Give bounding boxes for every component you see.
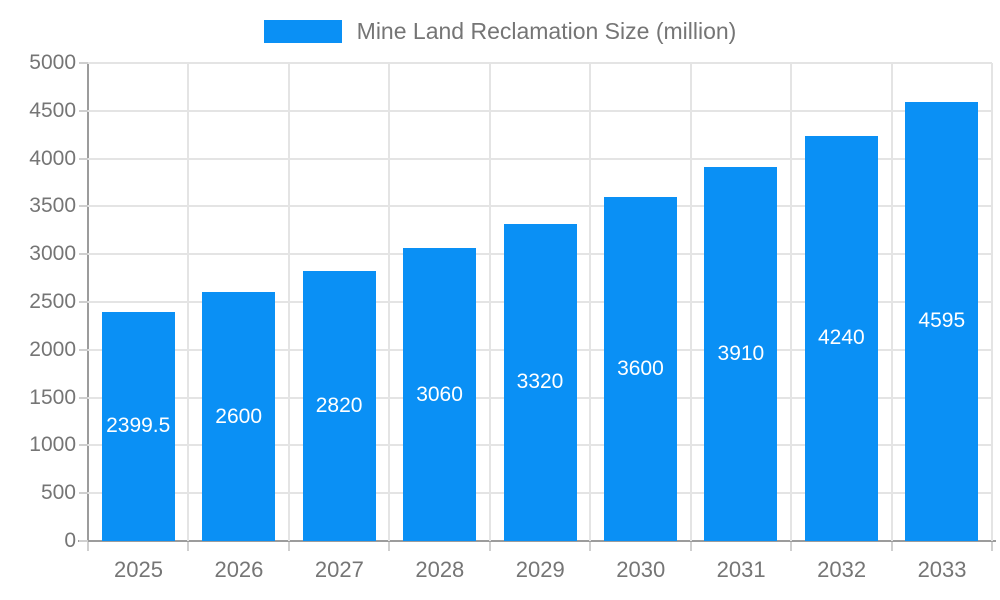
y-axis-tick-0 (79, 540, 88, 542)
x-axis-tick-2 (287, 542, 290, 551)
x-tick-label-2030: 2030 (616, 557, 666, 582)
y-axis-tick-1000 (79, 444, 88, 447)
y-axis-tick-500 (79, 492, 88, 495)
bar-2026: 2600 (202, 292, 276, 541)
v-gridline-4 (488, 63, 491, 541)
bar-value-label-2026: 2600 (215, 404, 263, 428)
bar-value-label-2029: 3320 (516, 370, 564, 394)
x-axis-tick-0 (87, 542, 89, 551)
y-axis-tick-2500 (79, 301, 88, 303)
y-axis-tick-2000 (79, 348, 88, 351)
x-tick-label-2028: 2028 (415, 557, 465, 582)
bar-2031: 3910 (704, 167, 778, 541)
x-axis-tick-5 (589, 542, 592, 551)
v-gridline-2 (287, 63, 290, 541)
y-tick-label-3500: 3500 (29, 194, 76, 218)
bar-value-label-2032: 4240 (817, 326, 865, 350)
y-tick-label-5000: 5000 (29, 51, 76, 74)
h-gridline-4500 (88, 109, 992, 112)
x-axis-tick-6 (689, 542, 692, 551)
y-axis-tick-3000 (79, 253, 88, 256)
y-tick-label-4500: 4500 (29, 98, 76, 122)
x-tick-label-2027: 2027 (314, 557, 364, 582)
y-tick-label-4000: 4000 (29, 146, 76, 170)
y-tick-label-3000: 3000 (29, 242, 76, 266)
x-tick-label-2029: 2029 (515, 557, 565, 582)
x-tick-label-2033: 2033 (917, 557, 967, 582)
bar-2032: 4240 (804, 135, 878, 541)
x-axis-line (78, 540, 996, 542)
x-tick-label-2026: 2026 (214, 557, 264, 582)
bar-value-label-2028: 3060 (416, 382, 463, 406)
x-tick-label-2025: 2025 (114, 557, 163, 582)
v-gridline-3 (388, 63, 391, 541)
bar-value-label-2033: 4595 (918, 309, 966, 333)
bar-2025: 2399.5 (101, 311, 175, 541)
bar-2028: 3060 (403, 248, 477, 541)
y-axis-line (87, 63, 89, 551)
v-gridline-7 (790, 63, 793, 541)
y-tick-label-2500: 2500 (29, 290, 76, 313)
y-axis-tick-4500 (79, 109, 88, 112)
x-axis-tick-4 (488, 542, 491, 551)
v-gridline-8 (890, 63, 893, 541)
bars-layer: 2399.5 2600 2820 3060 3320 3600 3910 4240 4595 (88, 63, 992, 541)
v-gridline-6 (689, 63, 692, 541)
x-axis-tick-9 (991, 542, 993, 551)
h-gridline-5000 (88, 62, 992, 64)
y-axis-tick-5000 (79, 62, 88, 64)
bar-value-label-2030: 3600 (617, 356, 664, 380)
bar-2033: 4595 (905, 101, 979, 541)
legend-item[interactable]: Mine Land Reclamation Size (million) (263, 18, 737, 45)
y-tick-label-0: 0 (64, 529, 76, 552)
y-tick-label-500: 500 (40, 481, 76, 505)
x-tick-label-2032: 2032 (817, 557, 867, 582)
bar-value-label-2025: 2399.5 (106, 414, 171, 438)
y-axis-tick-1500 (79, 396, 88, 399)
y-tick-label-1000: 1000 (29, 433, 76, 457)
legend-series-label: Mine Land Reclamation Size (million) (356, 18, 737, 44)
y-tick-label-2000: 2000 (29, 337, 76, 361)
bar-value-label-2027: 2820 (315, 394, 363, 418)
v-gridline-5 (589, 63, 592, 541)
x-axis-tick-3 (388, 542, 391, 551)
bar-2030: 3600 (603, 196, 677, 541)
bar-2027: 2820 (302, 271, 376, 541)
legend-color-swatch (263, 20, 342, 43)
y-axis-tick-3500 (79, 205, 88, 208)
bar-value-label-2031: 3910 (717, 342, 765, 366)
h-gridline-3500 (88, 205, 992, 208)
v-gridline-9 (991, 63, 993, 541)
x-axis-tick-1 (187, 542, 190, 551)
y-axis-tick-4000 (79, 157, 88, 160)
x-tick-label-2031: 2031 (716, 557, 766, 582)
h-gridline-4000 (88, 157, 992, 160)
bar-2029: 3320 (503, 223, 577, 541)
chart-legend: Mine Land Reclamation Size (million) (0, 18, 1000, 45)
x-axis-tick-7 (790, 542, 793, 551)
v-gridline-1 (187, 63, 190, 541)
y-tick-label-1500: 1500 (29, 385, 76, 409)
x-axis-tick-8 (890, 542, 893, 551)
